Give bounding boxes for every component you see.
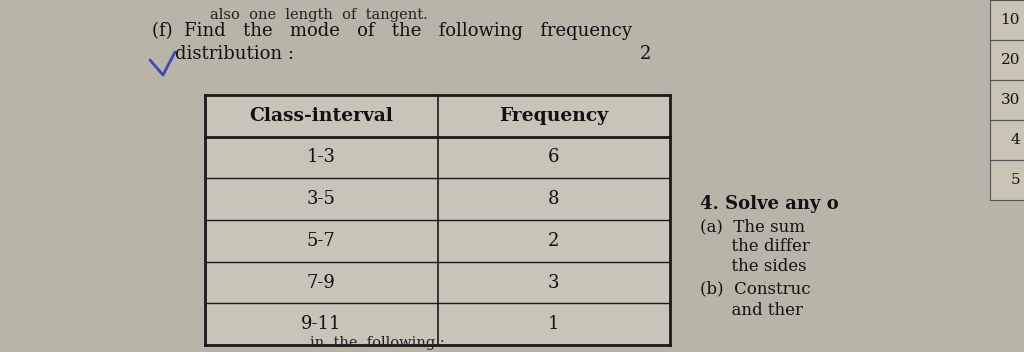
Text: 30: 30 (1000, 93, 1020, 107)
Bar (205, 95, 670, 345)
Text: 4. Solve any o: 4. Solve any o (700, 195, 839, 213)
Text: the differ: the differ (700, 238, 810, 255)
Text: 5-7: 5-7 (307, 232, 336, 250)
Text: 10: 10 (1000, 13, 1020, 27)
Text: in  the  following :: in the following : (310, 336, 444, 350)
Text: (f)  Find   the   mode   of   the   following   frequency: (f) Find the mode of the following frequ… (152, 22, 632, 40)
Text: distribution :: distribution : (175, 45, 294, 63)
Bar (990, 120, 1024, 160)
Text: 7-9: 7-9 (307, 274, 336, 291)
Text: 20: 20 (1000, 53, 1020, 67)
Text: 9-11: 9-11 (301, 315, 341, 333)
Bar (990, 40, 1024, 80)
Text: 3: 3 (548, 274, 559, 291)
Text: 6: 6 (548, 149, 559, 166)
Text: 2: 2 (640, 45, 651, 63)
Bar (990, 160, 1024, 200)
Text: 2: 2 (548, 232, 559, 250)
Text: (a)  The sum: (a) The sum (700, 218, 805, 235)
Text: 4: 4 (1011, 133, 1020, 147)
Text: Frequency: Frequency (499, 107, 608, 125)
Text: 1-3: 1-3 (307, 149, 336, 166)
Text: 5: 5 (1011, 173, 1020, 187)
Text: Class-interval: Class-interval (249, 107, 393, 125)
Text: 1: 1 (548, 315, 559, 333)
Text: (b)  Construc: (b) Construc (700, 280, 811, 297)
Text: 3-5: 3-5 (307, 190, 336, 208)
Text: the sides: the sides (700, 258, 807, 275)
Bar (990, 80, 1024, 120)
Text: 8: 8 (548, 190, 559, 208)
Text: and ther: and ther (700, 302, 803, 319)
Bar (990, 0, 1024, 40)
Text: also  one  length  of  tangent.: also one length of tangent. (210, 8, 428, 22)
